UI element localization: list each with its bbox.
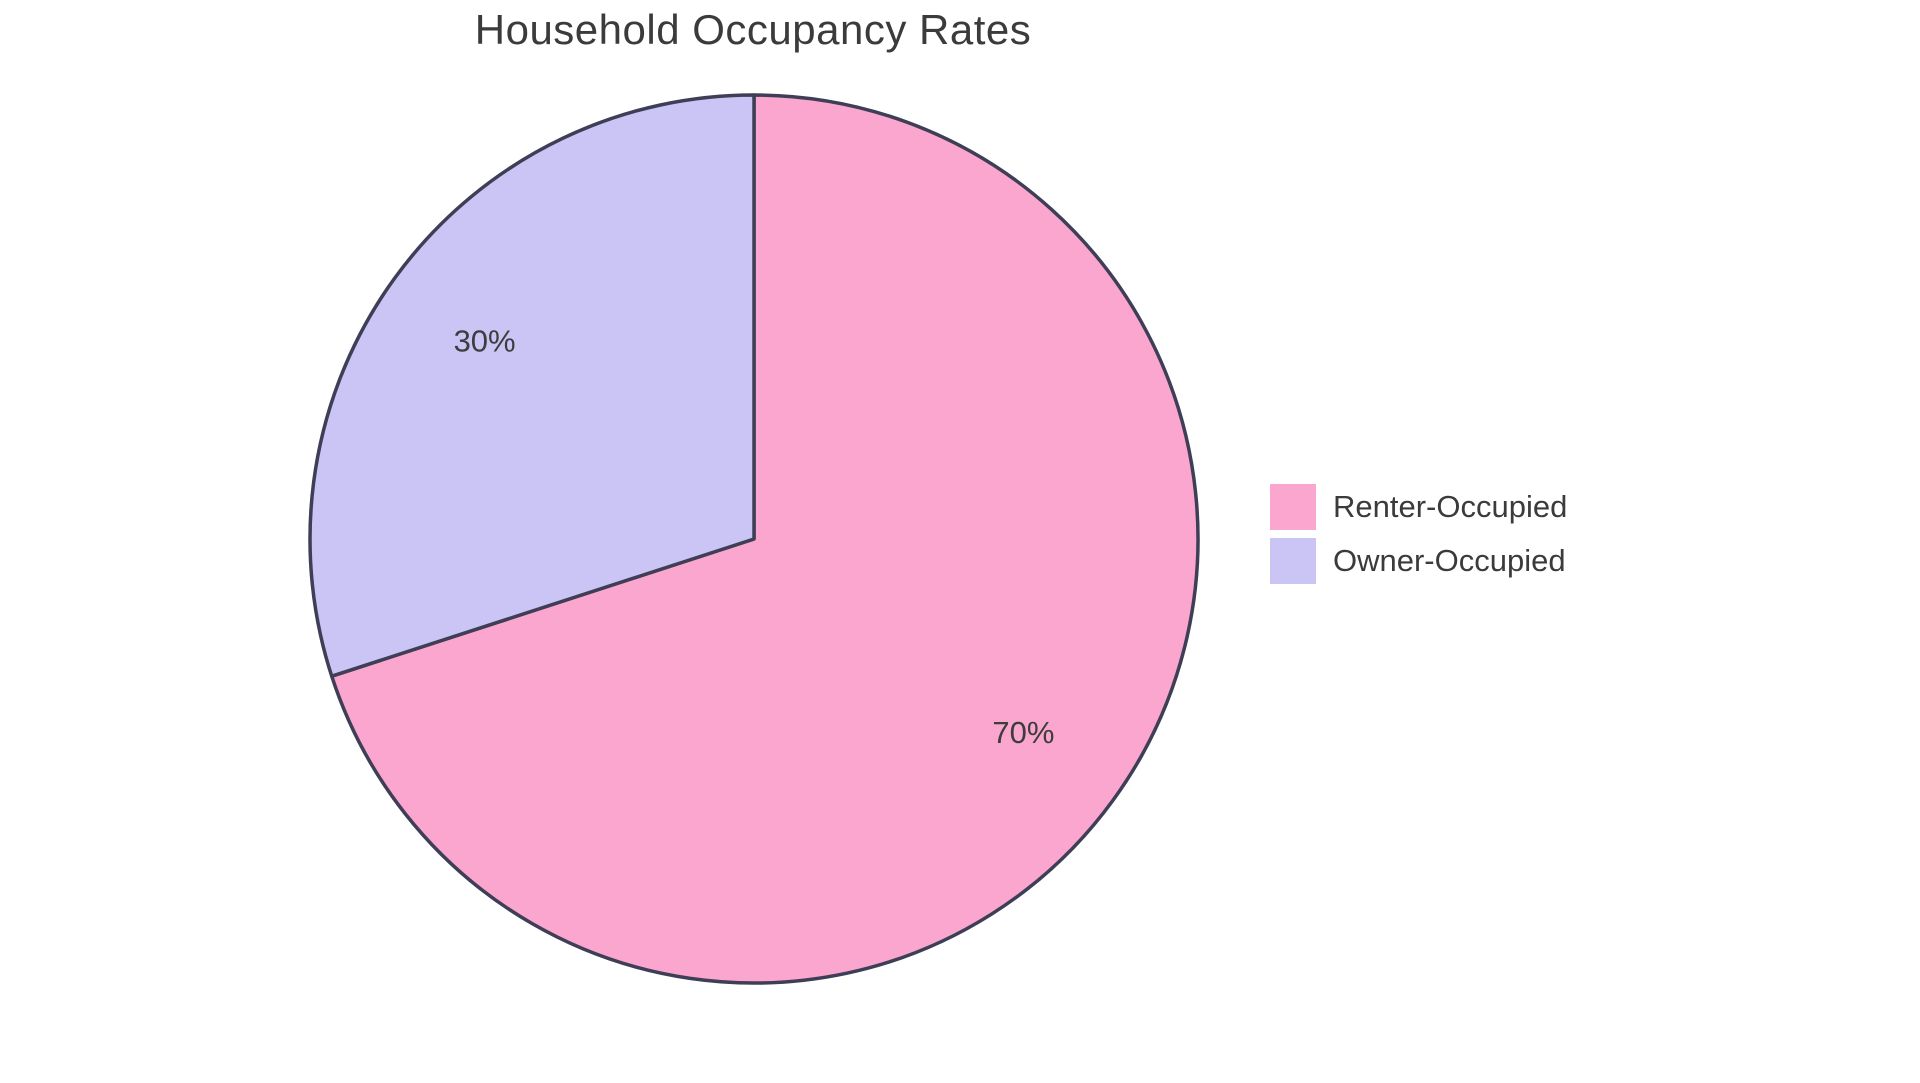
legend-swatch-renter-occupied (1270, 484, 1316, 530)
legend-item-owner-occupied[interactable]: Owner-Occupied (1270, 538, 1567, 584)
legend-item-renter-occupied[interactable]: Renter-Occupied (1270, 484, 1567, 530)
slice-percent-label-owner-occupied: 30% (454, 323, 516, 358)
legend-swatch-owner-occupied (1270, 538, 1316, 584)
pie-slice-owner-occupied[interactable] (308, 93, 756, 678)
pie-slice-renter-occupied[interactable] (329, 93, 1200, 985)
chart-title: Household Occupancy Rates (474, 6, 1032, 53)
legend: Renter-Occupied Owner-Occupied (1270, 484, 1567, 584)
slice-percent-label-renter-occupied: 70% (992, 715, 1054, 750)
legend-label-renter-occupied: Renter-Occupied (1333, 489, 1568, 524)
legend-label-owner-occupied: Owner-Occupied (1333, 543, 1566, 578)
